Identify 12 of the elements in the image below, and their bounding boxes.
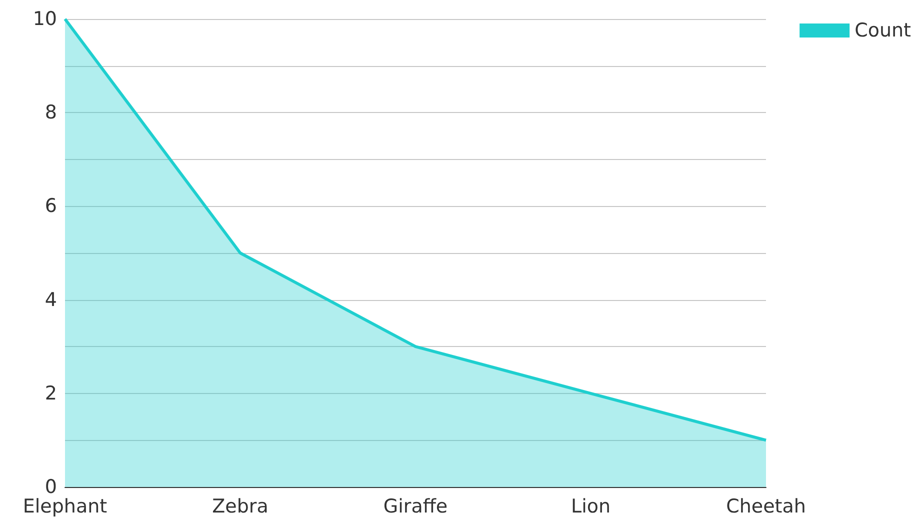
x-tick-label: Lion	[570, 496, 611, 518]
x-tick-label: Zebra	[212, 496, 268, 518]
legend-label: Count	[854, 20, 912, 42]
y-tick-label: 0	[44, 476, 57, 498]
y-tick-label: 8	[44, 102, 57, 124]
x-tick-label: Elephant	[22, 496, 108, 518]
y-tick-label: 6	[44, 195, 57, 218]
y-tick-label: 2	[44, 382, 57, 404]
y-tick-label: 4	[44, 288, 57, 311]
x-tick-label: Giraffe	[383, 496, 448, 518]
x-tick-label: Cheetah	[726, 496, 806, 518]
y-tick-label: 10	[32, 8, 57, 30]
